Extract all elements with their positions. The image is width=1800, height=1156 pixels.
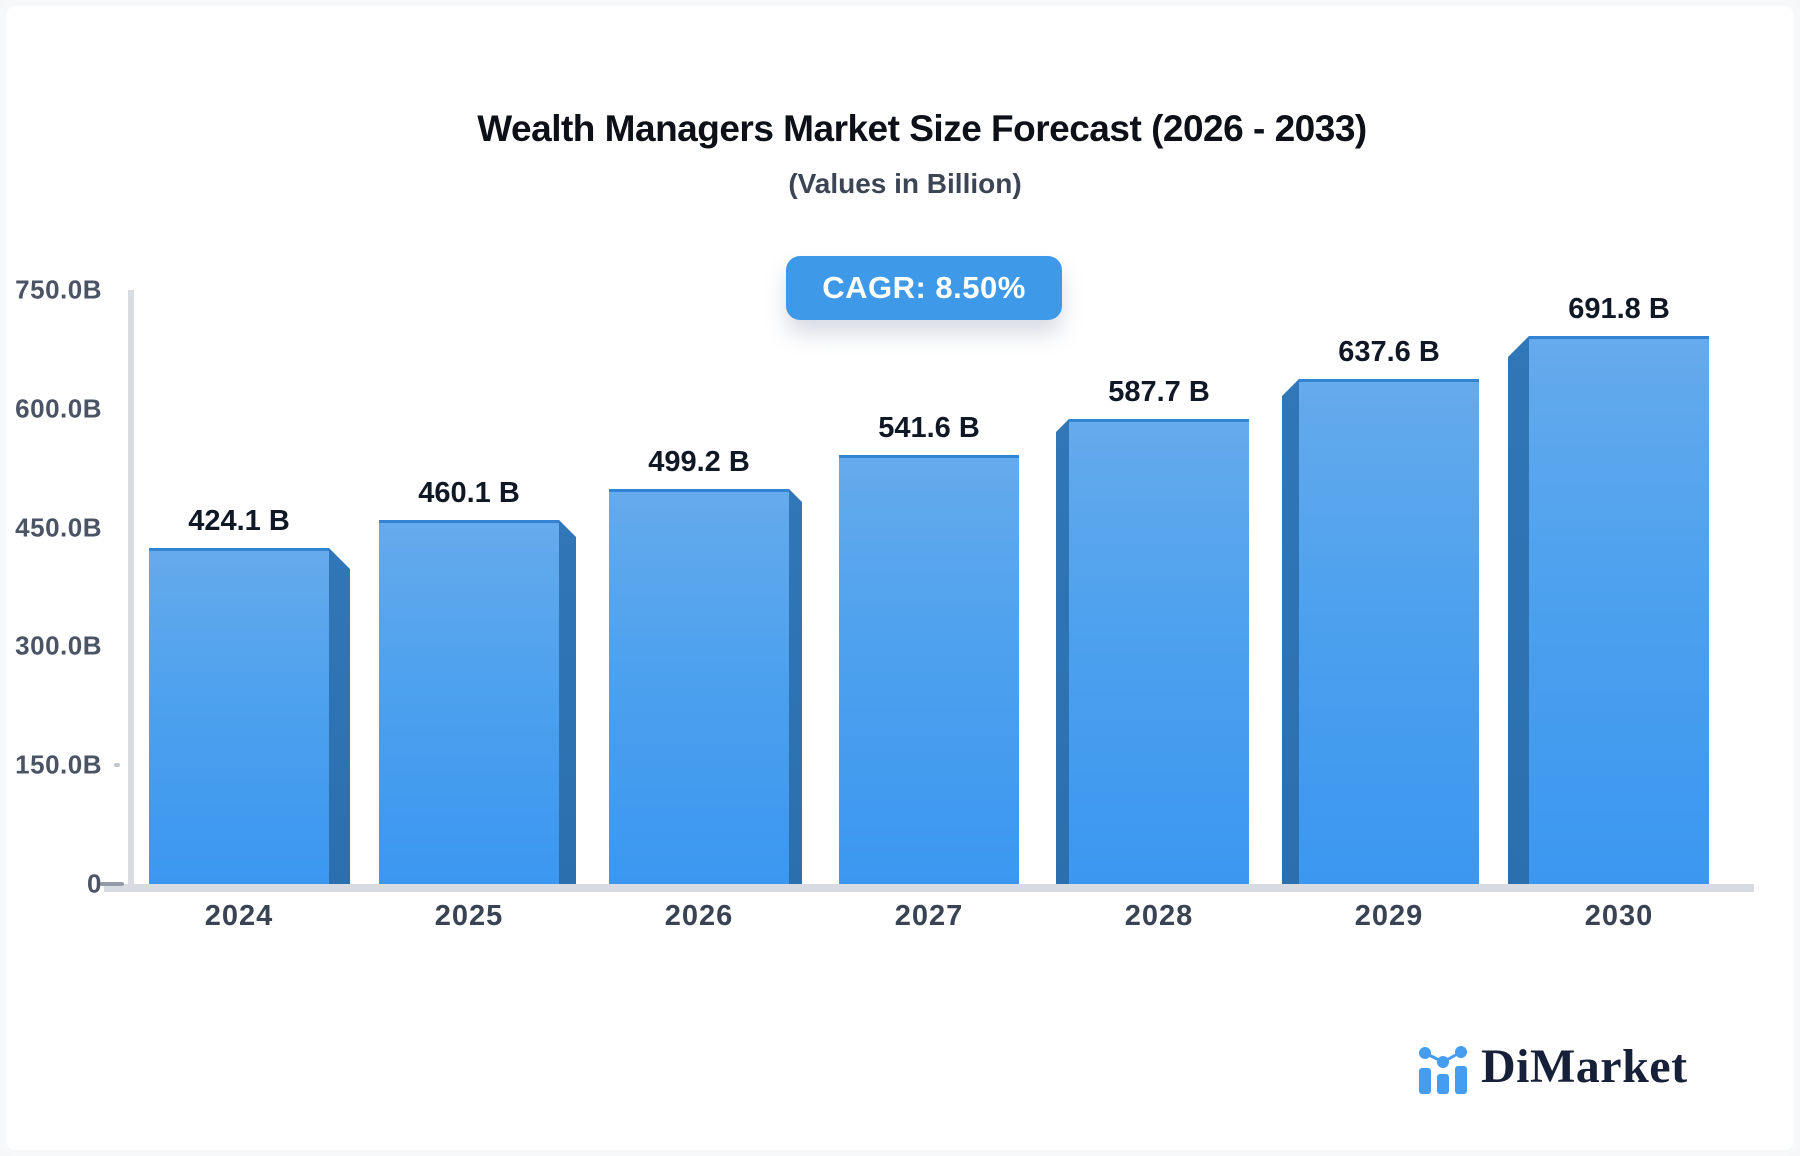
cagr-badge: CAGR: 8.50% [786, 256, 1062, 320]
y-tick-label-750.0B: 750.0B [15, 274, 102, 305]
bar-value-label-2028: 587.7 B [1108, 376, 1210, 408]
bar-face-2024 [149, 548, 329, 884]
logo-wordmark: DiMarket [1481, 1040, 1688, 1094]
bar-value-label-2026: 499.2 B [648, 446, 750, 478]
y-tick-label-300.0B: 300.0B [15, 630, 102, 661]
chart-title: Wealth Managers Market Size Forecast (20… [477, 108, 1367, 149]
x-axis-baseline [104, 884, 1754, 892]
zero-tick-mark [100, 882, 124, 886]
bar-value-label-2029: 637.6 B [1338, 336, 1440, 368]
x-tick-label-2028: 2028 [1124, 900, 1194, 932]
bar-2025: 460.1 B [379, 477, 576, 884]
bar-2030: 691.8 B [1508, 293, 1709, 884]
bar-value-label-2024: 424.1 B [188, 505, 290, 537]
bar-face-2029 [1299, 379, 1479, 884]
bar-face-2027 [839, 455, 1019, 884]
dimarket-logo: DiMarket [1415, 1038, 1688, 1094]
bar-value-label-2025: 460.1 B [418, 477, 520, 509]
bar-2028: 587.7 B [1056, 376, 1249, 884]
bar-2027: 541.6 B [839, 412, 1019, 884]
bar-face-2028 [1069, 419, 1249, 884]
x-tick-label-2029: 2029 [1354, 900, 1424, 932]
y-tick-label-600.0B: 600.0B [15, 393, 102, 424]
y-tick-label-0: 0 [87, 868, 102, 899]
x-tick-label-2030: 2030 [1584, 900, 1654, 932]
bar-3d-side-2024 [329, 548, 350, 884]
bar-3d-side-2030 [1508, 336, 1529, 884]
y-tick-label-150.0B: 150.0B [15, 749, 102, 780]
bar-face-2026 [609, 489, 789, 884]
bar-3d-side-2026 [789, 489, 802, 884]
bar-2024: 424.1 B [149, 505, 350, 884]
bar-face-2030 [1529, 336, 1709, 884]
bar-3d-side-2028 [1056, 419, 1069, 884]
bar-2026: 499.2 B [609, 446, 802, 884]
cagr-badge-wrap: CAGR: 8.50% [0, 256, 1800, 320]
bar-value-label-2030: 691.8 B [1568, 293, 1670, 325]
mini-bar-chart-with-dots-icon [1419, 1046, 1467, 1094]
bar-face-2025 [379, 520, 559, 884]
y-tick-label-450.0B: 450.0B [15, 512, 102, 543]
bar-3d-side-2025 [559, 520, 576, 884]
x-tick-label-2027: 2027 [894, 900, 964, 932]
x-tick-label-2025: 2025 [434, 900, 504, 932]
bar-value-label-2027: 541.6 B [878, 412, 980, 444]
bar-3d-side-2029 [1282, 379, 1299, 884]
bar-2029: 637.6 B [1282, 336, 1479, 884]
x-tick-label-2024: 2024 [204, 900, 274, 932]
tick-150-mark [114, 763, 120, 767]
chart-subtitle: (Values in Billion) [788, 168, 1022, 199]
y-axis-line [128, 290, 134, 886]
x-tick-label-2026: 2026 [664, 900, 734, 932]
